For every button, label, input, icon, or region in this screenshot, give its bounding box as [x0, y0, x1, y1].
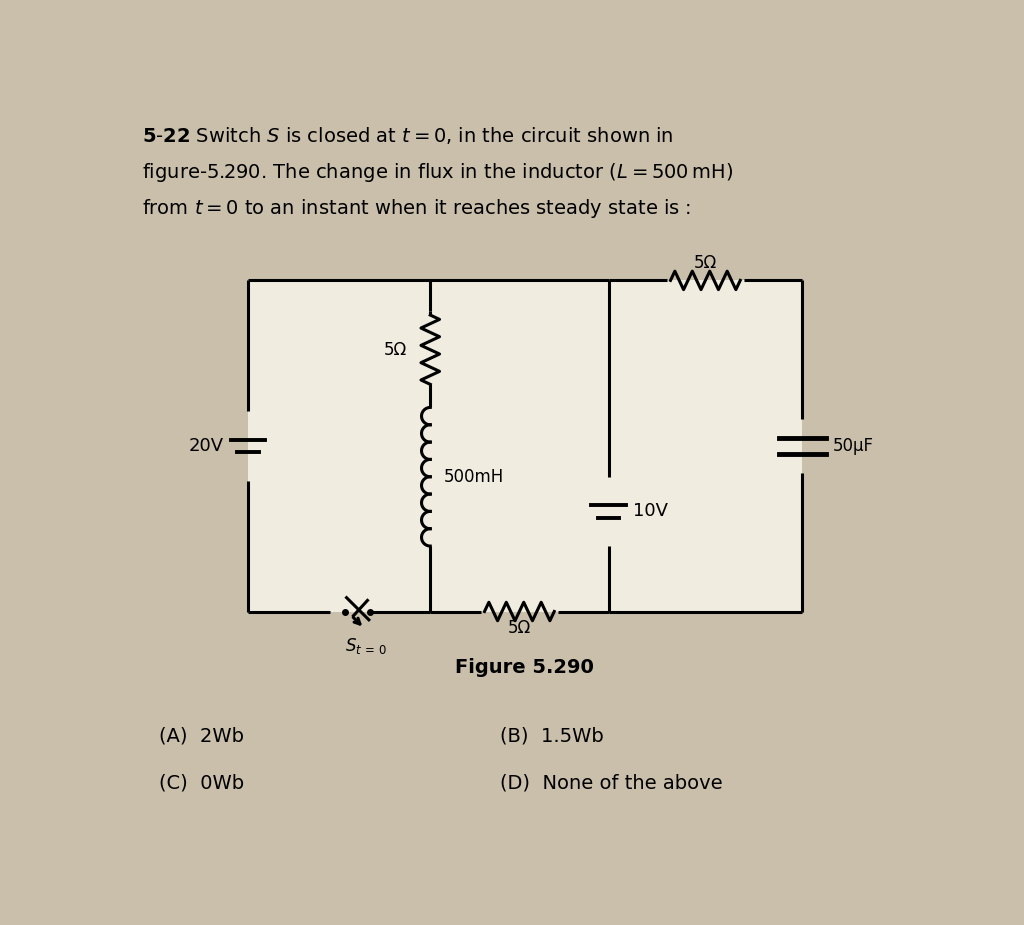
Text: (A)  2Wb: (A) 2Wb	[159, 727, 244, 746]
Text: 500mH: 500mH	[444, 468, 505, 486]
Text: 50μF: 50μF	[834, 437, 874, 455]
Text: from $t = 0$ to an instant when it reaches steady state is :: from $t = 0$ to an instant when it reach…	[142, 197, 691, 220]
Text: $S_{t\,=\,0}$: $S_{t\,=\,0}$	[345, 636, 387, 656]
Text: (B)  1.5Wb: (B) 1.5Wb	[500, 727, 604, 746]
Text: $\mathbf{5\text{-}22}$ Switch $S$ is closed at $t = 0$, in the circuit shown in: $\mathbf{5\text{-}22}$ Switch $S$ is clo…	[142, 125, 674, 146]
Text: 20V: 20V	[188, 437, 223, 455]
Text: 5Ω: 5Ω	[508, 620, 531, 637]
Text: (C)  0Wb: (C) 0Wb	[159, 773, 244, 792]
Text: figure-5.290. The change in flux in the inductor ($L = 500\,$mH): figure-5.290. The change in flux in the …	[142, 161, 733, 184]
Text: 10V: 10V	[633, 502, 669, 521]
Bar	[248, 280, 802, 611]
Text: (D)  None of the above: (D) None of the above	[500, 773, 723, 792]
Text: 5Ω: 5Ω	[693, 254, 717, 273]
Text: Figure 5.290: Figure 5.290	[456, 658, 594, 677]
Text: 5Ω: 5Ω	[384, 340, 407, 359]
